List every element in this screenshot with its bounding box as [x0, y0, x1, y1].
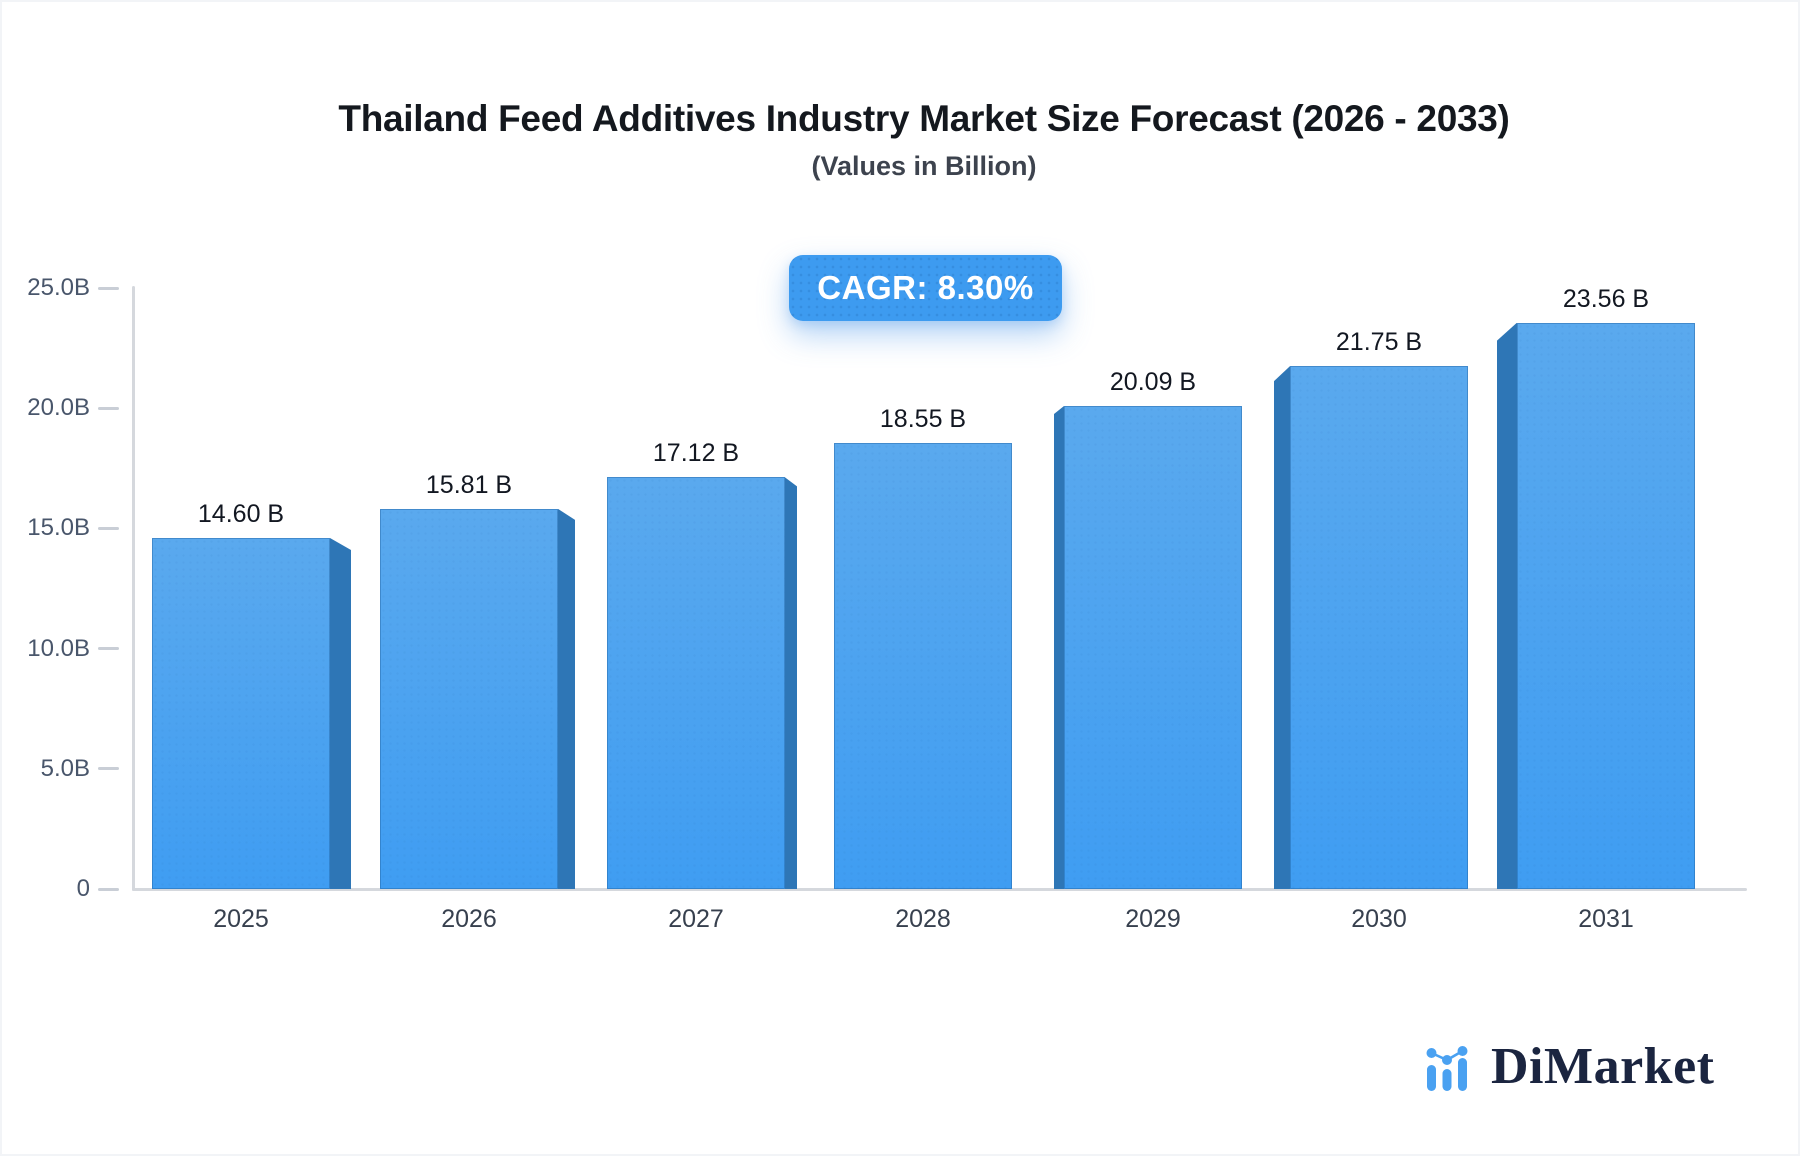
x-axis-category-label: 2027 [668, 905, 724, 933]
bar-value-label: 20.09 B [1109, 368, 1197, 397]
x-axis-category-label: 2025 [213, 905, 269, 933]
y-axis-tick-label: 25.0B [27, 274, 90, 301]
brand-watermark: DiMarket [1420, 1038, 1714, 1096]
bar-value-label: 18.55 B [879, 405, 967, 434]
chart-subtitle: (Values in Billion) [811, 151, 1037, 181]
x-axis-category-label: 2030 [1351, 905, 1407, 933]
bar-value-label: 17.12 B [652, 439, 740, 468]
y-axis-tick [98, 406, 119, 410]
bar-chart-trend-icon [1426, 1046, 1468, 1091]
bar-2031[interactable] [1517, 322, 1695, 889]
y-axis-tick [98, 286, 119, 290]
bar-value-label: 21.75 B [1335, 328, 1423, 357]
y-axis-tick-label: 10.0B [27, 634, 90, 662]
bar-2028[interactable] [834, 443, 1012, 889]
y-axis-line [132, 286, 135, 891]
y-axis-tick [98, 647, 119, 651]
bar-2026[interactable] [380, 508, 558, 889]
y-axis-tick-label: 5.0B [40, 754, 90, 782]
bar-value-label: 15.81 B [425, 470, 513, 499]
bar-value-label: 14.60 B [197, 500, 285, 529]
x-axis-category-label: 2031 [1578, 905, 1634, 933]
y-axis-tick [98, 767, 119, 771]
y-axis-tick [98, 887, 119, 891]
bar-2030[interactable] [1290, 366, 1468, 889]
bar-side-panel [785, 477, 797, 889]
x-axis-line [132, 888, 1747, 891]
x-axis-category-label: 2029 [1125, 905, 1181, 933]
bar-2027[interactable] [607, 477, 785, 889]
cagr-badge-label: CAGR: 8.30% [817, 269, 1034, 306]
x-axis-category-label: 2026 [441, 905, 497, 933]
bar-value-label: 23.56 B [1562, 284, 1650, 313]
bar-side-panel [1274, 366, 1290, 889]
chart-title: Thailand Feed Additives Industry Market … [338, 98, 1510, 139]
bar-2029[interactable] [1064, 406, 1242, 889]
y-axis-tick-label: 15.0B [27, 514, 90, 542]
bar-side-panel [330, 538, 351, 889]
bar-2025[interactable] [152, 538, 330, 889]
bar-side-panel [1054, 406, 1064, 889]
x-axis-category-label: 2028 [895, 905, 951, 933]
y-axis-tick-label: 20.0B [27, 394, 90, 422]
y-axis-tick [98, 526, 119, 530]
bar-side-panel [558, 508, 575, 889]
brand-logo-text: DiMarket [1491, 1038, 1715, 1095]
y-axis-tick-label: 0 [76, 875, 90, 902]
bar-side-panel [1497, 322, 1517, 889]
cagr-badge: CAGR: 8.30% [789, 255, 1062, 321]
